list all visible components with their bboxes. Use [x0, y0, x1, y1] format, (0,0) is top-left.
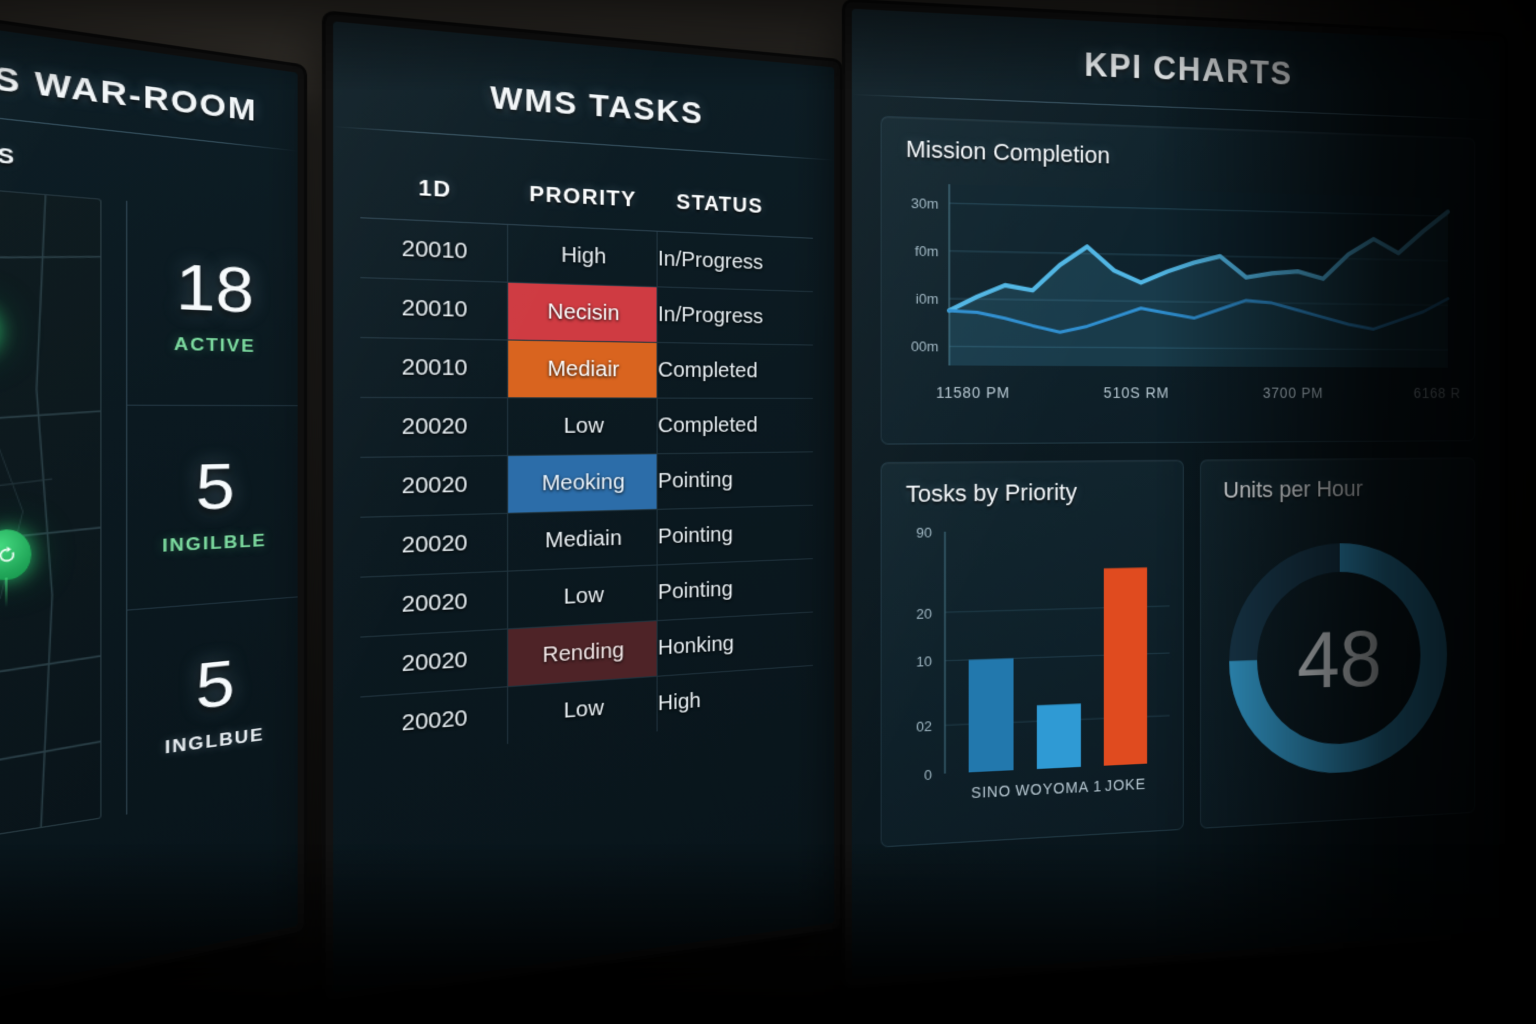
panel-right-glass: KPI CHARTS Mission Completion 30m f0m i0m 0… [851, 8, 1500, 980]
priority-badge: Low [563, 583, 604, 610]
table-row[interactable]: 20010 Mediair Completed [360, 337, 813, 399]
page-title-wms-tasks: WMS TASKS [490, 79, 704, 132]
cell-status: Completed [657, 398, 813, 454]
mission-stats: 18 ACTIVE 5 INGILBLE 5 INGLBUE [126, 200, 298, 815]
cell-priority: Necisin [507, 282, 658, 343]
panel-right-inner: KPI CHARTS Mission Completion 30m f0m i0m 0… [851, 8, 1500, 980]
tasks-by-priority-chart[interactable]: 90 20 10 02 0 SINO WOYOMA 1 JOKE [882, 509, 1181, 836]
cell-id: 20020 [360, 513, 508, 578]
priority-badge: Low [563, 414, 604, 439]
stat-value: 5 [195, 646, 235, 724]
bar-label: JOKE [1105, 776, 1146, 795]
mission-completion-chart[interactable]: 30m f0m i0m 00m 11580 PM 510S RM 3700 PM 6168 R… [882, 167, 1473, 424]
x-axis-tick: 3700 PM [1263, 386, 1324, 402]
x-axis-tick: 11580 PM [936, 385, 1010, 402]
cell-id: 20020 [360, 628, 508, 697]
stat-value: 5 [195, 450, 235, 525]
cell-status: In/Progress [657, 286, 813, 346]
y-axis-tick: 02 [916, 718, 932, 735]
cell-id: 20010 [360, 277, 508, 340]
video-wall: PERATIONS WAR-ROOM ROKOT MISSIONS [0, 0, 1505, 1024]
cell-priority: Low [507, 676, 658, 744]
kpi-card-grid: Mission Completion 30m f0m i0m 00m 11580 PM 5… [852, 95, 1500, 849]
cell-id: 20020 [360, 455, 508, 518]
cell-status: High [657, 665, 813, 732]
column-header-status[interactable]: STATUS [657, 174, 813, 239]
cell-status: Pointing [657, 558, 813, 621]
y-axis-tick: 30m [911, 195, 939, 212]
card-title: Units per Hour [1223, 475, 1363, 503]
y-axis-tick: 90 [916, 525, 932, 541]
cell-status: Pointing [657, 505, 813, 565]
stat-inglbue: 5 INGLBUE [127, 597, 297, 814]
stat-ingilble: 5 INGILBLE [127, 405, 298, 611]
panel-left-body: 18 ACTIVE 5 INGILBLE 5 INGLBUE [0, 141, 298, 883]
units-per-hour-card[interactable]: Units per Hour 48 [1200, 457, 1475, 829]
y-axis-tick: 20 [916, 605, 932, 621]
cell-id: 20020 [360, 397, 508, 458]
priority-badge: Low [563, 696, 604, 724]
bar-label: SINO [971, 783, 1011, 802]
cell-status: Pointing [657, 451, 813, 510]
cell-priority: Low [507, 397, 658, 456]
card-title: Tosks by Priority [905, 478, 1077, 508]
priority-badge: Necisin [507, 282, 657, 342]
floor-shadow [0, 844, 1536, 1024]
table-body: 20010 High In/Progress 20010 Necisin In/… [360, 217, 813, 757]
stat-value: 18 [175, 249, 254, 327]
gauge-value: 48 [1297, 613, 1381, 706]
units-per-hour-gauge[interactable]: 48 [1201, 504, 1474, 817]
bar-joke[interactable] [1103, 567, 1148, 766]
x-axis-tick: 510S RM [1104, 385, 1170, 402]
x-axis-tick: 6168 RM [1414, 386, 1460, 402]
page-title-operations: PERATIONS WAR-ROOM [0, 27, 258, 129]
stat-label: ACTIVE [173, 333, 256, 357]
column-header-id[interactable]: 1D [360, 156, 508, 225]
y-axis-tick: 00m [911, 339, 939, 355]
cell-id: 20020 [360, 571, 508, 638]
cell-priority: Mediain [507, 509, 658, 572]
priority-badge: Mediain [544, 526, 622, 553]
cell-priority: High [507, 224, 658, 287]
priority-badge: Rending [507, 621, 657, 687]
priority-badge: Mediair [507, 340, 657, 398]
y-axis-tick: 10 [916, 654, 932, 671]
priority-badge: High [561, 243, 607, 269]
stat-label: INGILBLE [162, 530, 267, 557]
cell-priority: Low [507, 564, 658, 629]
refresh-icon [0, 528, 33, 582]
marker-stem [5, 577, 9, 608]
y-axis-tick: f0m [915, 243, 939, 259]
mission-completion-card[interactable]: Mission Completion 30m f0m i0m 00m 11580 PM 5… [880, 115, 1476, 445]
cell-priority: Meoking [507, 453, 658, 514]
bar-woyoma-1[interactable] [1036, 703, 1081, 770]
table-row[interactable]: 20020 Low Completed [360, 397, 813, 458]
cell-id: 20010 [360, 217, 508, 283]
y-axis-tick: 0 [924, 767, 932, 783]
y-axis-tick: i0m [916, 291, 939, 307]
robot-mission-map[interactable] [0, 168, 102, 877]
display-kpi-charts[interactable]: KPI CHARTS Mission Completion 30m f0m i0m 0… [845, 1, 1505, 987]
stat-label: INGLBUE [164, 724, 265, 758]
cell-id: 20010 [360, 337, 508, 398]
wms-task-table[interactable]: 1D PRORITY STATUS 20010 High In/Progress [360, 156, 813, 757]
bar-label: WOYOMA 1 [1015, 779, 1102, 800]
cell-status: In/Progress [657, 231, 813, 292]
cell-status: Completed [657, 342, 813, 399]
map-road-network [0, 170, 100, 876]
bar-sino[interactable] [968, 658, 1014, 773]
cell-priority: Mediair [507, 339, 658, 399]
stat-active: 18 ACTIVE [127, 200, 298, 407]
priority-badge: Meoking [507, 454, 657, 513]
column-header-priority[interactable]: PRORITY [507, 164, 658, 232]
map-marker-refresh[interactable] [0, 528, 33, 608]
cell-id: 20020 [360, 686, 508, 757]
